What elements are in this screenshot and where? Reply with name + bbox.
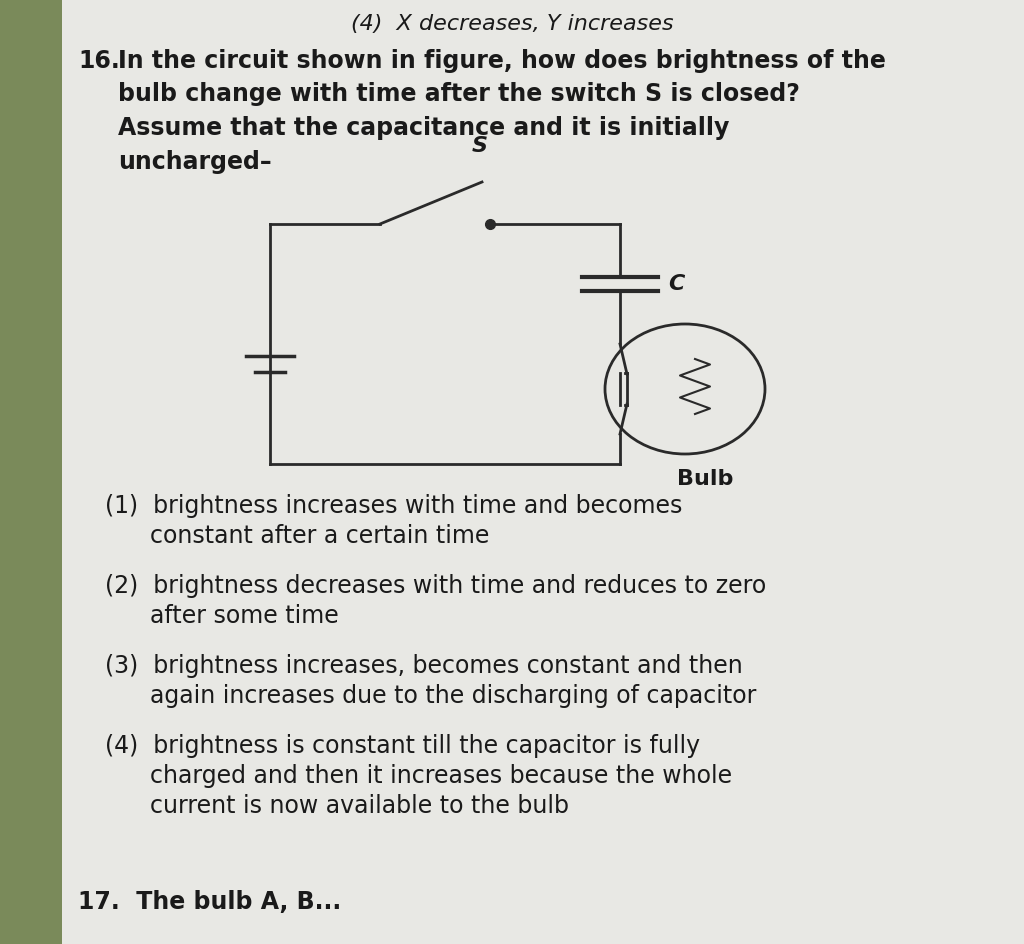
Text: constant after a certain time: constant after a certain time xyxy=(105,524,489,548)
Text: 17.  The bulb A, B...: 17. The bulb A, B... xyxy=(78,890,341,914)
Text: current is now available to the bulb: current is now available to the bulb xyxy=(105,794,569,818)
Text: (4)  X decreases, Y increases: (4) X decreases, Y increases xyxy=(350,14,674,34)
Text: (4)  brightness is constant till the capacitor is fully: (4) brightness is constant till the capa… xyxy=(105,734,700,758)
Text: In the circuit shown in figure, how does brightness of the
bulb change with time: In the circuit shown in figure, how does… xyxy=(118,49,886,174)
Bar xyxy=(0,0,62,944)
Text: (2)  brightness decreases with time and reduces to zero: (2) brightness decreases with time and r… xyxy=(105,574,766,598)
Text: S: S xyxy=(472,136,488,156)
Text: C: C xyxy=(668,274,684,294)
Text: charged and then it increases because the whole: charged and then it increases because th… xyxy=(105,764,732,788)
Text: after some time: after some time xyxy=(105,604,339,628)
Text: (1)  brightness increases with time and becomes: (1) brightness increases with time and b… xyxy=(105,494,682,518)
Text: again increases due to the discharging of capacitor: again increases due to the discharging o… xyxy=(105,684,757,708)
Text: 16.: 16. xyxy=(78,49,120,73)
Text: (3)  brightness increases, becomes constant and then: (3) brightness increases, becomes consta… xyxy=(105,654,742,678)
Text: Bulb: Bulb xyxy=(677,469,733,489)
